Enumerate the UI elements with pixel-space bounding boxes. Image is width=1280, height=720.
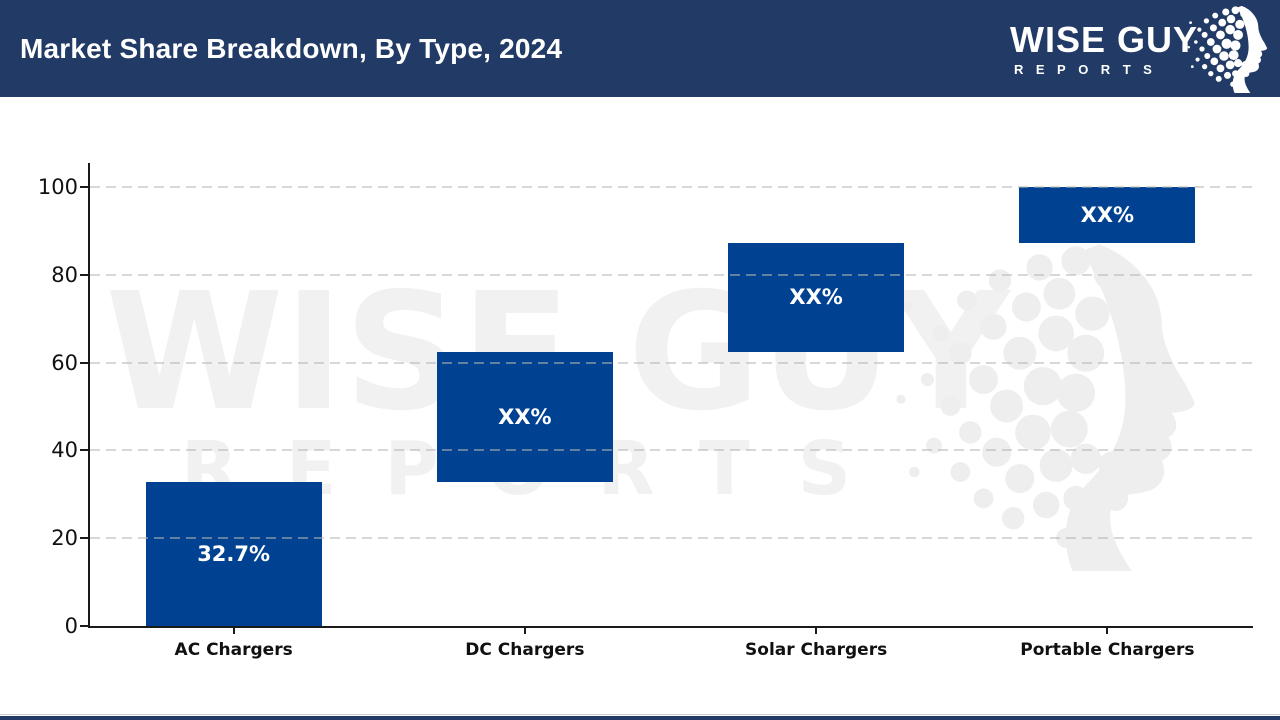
y-axis-label: 20 [51,526,78,551]
x-axis-label: Portable Chargers [1020,640,1195,660]
y-axis-label: 0 [64,614,78,638]
gridline-40 [90,449,1253,452]
gridline-60 [90,361,1253,364]
y-axis-label: 100 [37,175,78,199]
x-axis-label: AC Chargers [174,640,293,660]
bar-value-label: 32.7% [197,542,271,567]
logo-subtext: REPORTS [1013,61,1165,77]
chart-plot-area: 32.7% AC Chargers XX% DC Chargers XX% Solar C… [0,97,1280,714]
y-axis-label: 80 [51,262,78,287]
bar-dc-chargers: XX% [436,351,613,483]
brand-logo: WISE GUY REPORTS [1009,5,1268,93]
x-axis-tick [523,626,526,634]
x-axis-label: DC Chargers [465,640,585,660]
x-axis-spine [88,626,1253,628]
logo-dotted-head-icon [1187,5,1268,93]
y-axis-tick [80,361,88,364]
gridline-20 [90,537,1253,540]
watermark-dotted-head-icon [896,244,1195,572]
page-title: Market Share Breakdown, By Type, 2024 [20,32,563,64]
y-axis-tick [80,186,88,188]
y-axis-spine [88,162,90,628]
footer-accent-bar [0,716,1280,720]
y-axis-label: 40 [51,438,78,463]
y-axis-label: 60 [51,350,78,375]
bar-value-label: XX% [1080,203,1135,228]
bar-value-label: XX% [789,285,843,310]
bar-solar-chargers: XX% [728,243,905,352]
bar-ac-chargers: 32.7% [145,482,322,626]
x-axis-tick [815,626,818,634]
gridline-100 [90,186,1253,188]
x-axis-label: Solar Chargers [745,640,888,660]
x-axis-tick [1106,626,1109,634]
footer-hairline [0,714,1280,715]
y-axis-tick [80,273,88,276]
header-band: Market Share Breakdown, By Type, 2024 WI… [0,0,1280,97]
y-axis-tick [80,449,88,452]
bar-portable-chargers: XX% [1019,187,1196,244]
bar-value-label: XX% [498,405,552,430]
logo-wordmark: WISE GUY [1009,18,1198,60]
y-axis-tick [80,537,88,540]
x-axis-tick [232,626,235,634]
gridline-80 [90,273,1253,276]
y-axis-tick [80,625,88,627]
